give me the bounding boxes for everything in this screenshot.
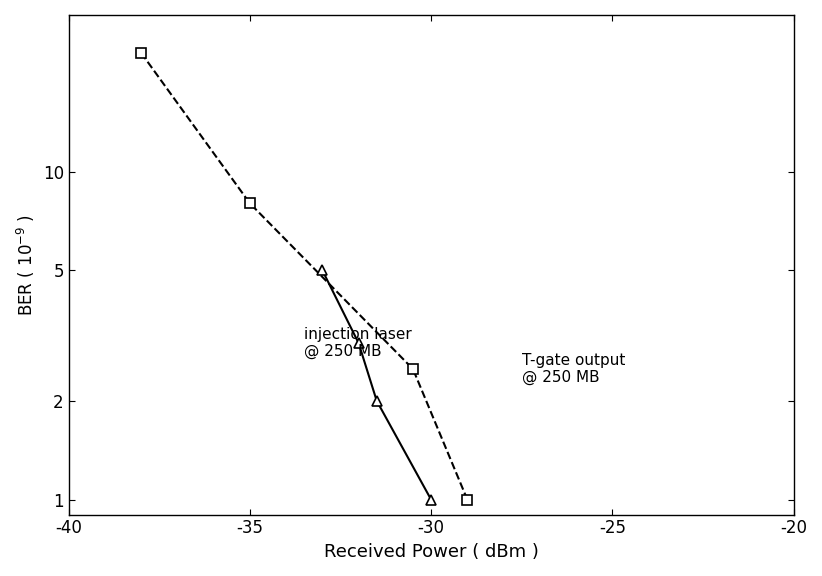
X-axis label: Received Power ( dBm ): Received Power ( dBm )	[324, 543, 538, 561]
Text: T-gate output
@ 250 MB: T-gate output @ 250 MB	[522, 353, 625, 385]
Y-axis label: BER ( 10$^{-9}$ ): BER ( 10$^{-9}$ )	[15, 214, 37, 316]
Text: injection laser
@ 250 MB: injection laser @ 250 MB	[304, 327, 412, 359]
